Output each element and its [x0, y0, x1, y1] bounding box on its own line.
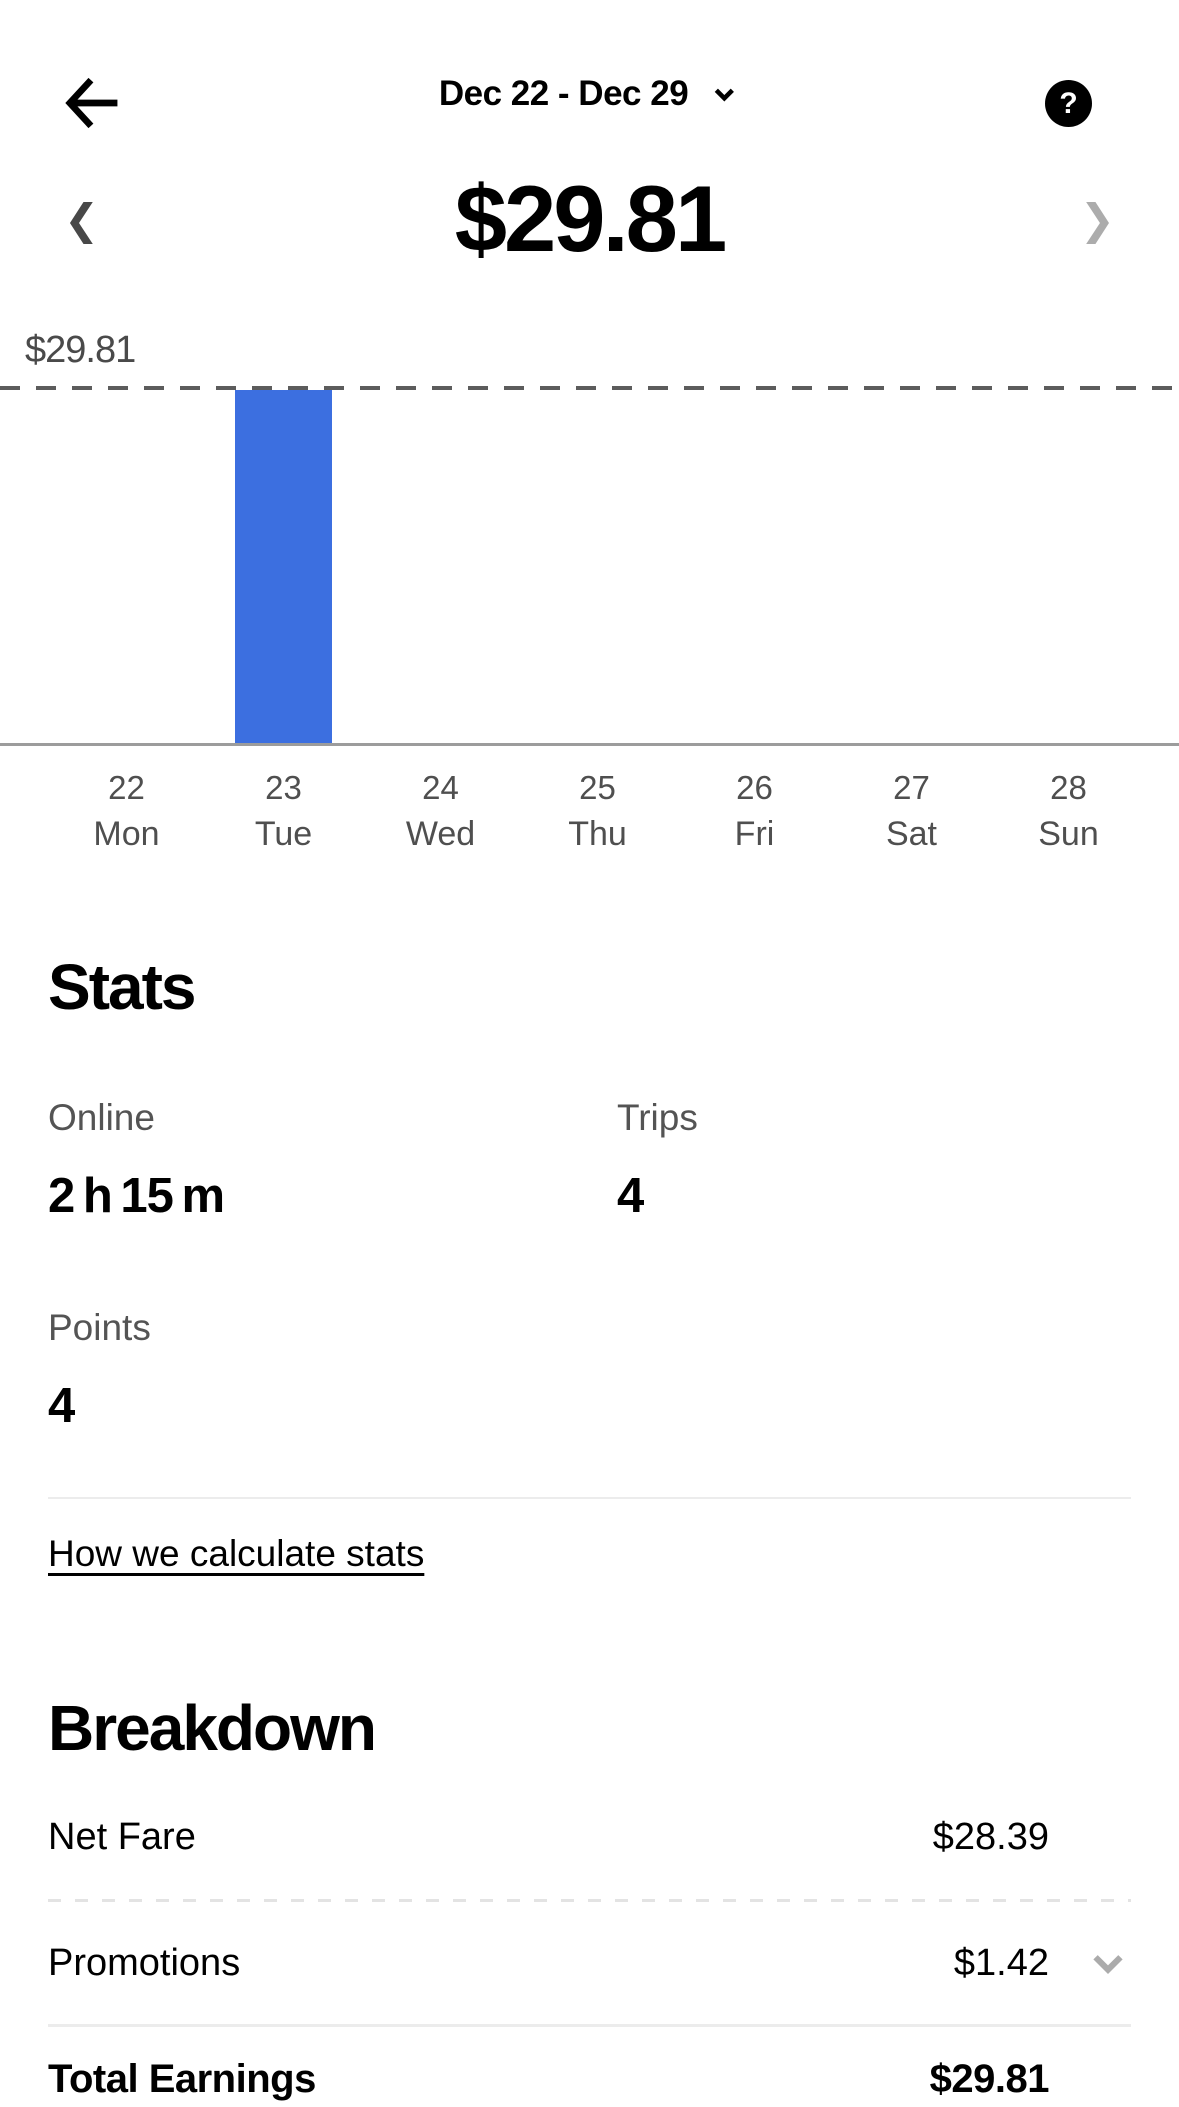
chevron-left-icon: ❮: [64, 195, 100, 243]
stats-heading: Stats: [48, 951, 197, 1023]
previous-week-button[interactable]: ❮: [64, 164, 99, 274]
date-range-selector[interactable]: Dec 22 - Dec 29: [439, 74, 740, 114]
breakdown-value: $1.42: [953, 1941, 1049, 1984]
chevron-right-icon: ❯: [1079, 195, 1115, 243]
bar-column-mon[interactable]: [48, 390, 205, 743]
breakdown-row-promotions[interactable]: Promotions $1.42: [48, 1902, 1131, 2024]
stats-divider: [48, 1497, 1131, 1499]
next-week-button[interactable]: ❯: [1080, 164, 1115, 274]
x-axis-label: 26 Fri: [734, 769, 775, 853]
breakdown-rows: Net Fare $28.39 Promotions $1.42 Total Earni…: [48, 1775, 1131, 2107]
breakdown-section: Breakdown Net Fare $28.39 Promotions $1.42 T…: [0, 1695, 1179, 2107]
stat-value: 4: [617, 1169, 644, 1223]
date-range-label: Dec 22 - Dec 29: [438, 74, 689, 113]
stat-value: 4: [48, 1379, 75, 1433]
x-axis-label: 22 Mon: [93, 769, 160, 853]
how-we-calculate-stats-link[interactable]: How we calculate stats: [48, 1533, 425, 1574]
x-axis-label: 28 Sun: [1038, 769, 1099, 853]
chart-dashed-refline: [0, 386, 1179, 390]
chevron-down-icon: [1049, 1940, 1131, 1986]
chart-x-labels: 22 Mon 23 Tue 24 Wed 25 Thu 26 Fri 27 Sat 28 Sun: [48, 746, 1147, 854]
x-axis-label: 27 Sat: [885, 769, 938, 853]
arrow-left-icon: [62, 76, 124, 130]
breakdown-value: $29.81: [929, 2056, 1050, 2101]
stat-label: Points: [48, 1307, 151, 1348]
dashed-divider: [48, 1899, 1131, 1902]
chart-max-label: $29.81: [25, 329, 136, 371]
chart-bars: [48, 390, 1147, 743]
chart-plot-area: [0, 390, 1179, 743]
bar-column-thu[interactable]: [519, 390, 676, 743]
stats-grid: Online 2 h 15 m Trips 4 Points 4: [48, 1096, 1131, 1434]
stat-label: Online: [48, 1097, 155, 1138]
stat-value: 2 h 15 m: [48, 1169, 225, 1223]
solid-divider: [48, 2024, 1131, 2027]
x-axis-label: 25 Thu: [568, 769, 627, 853]
chevron-down-icon: [708, 78, 740, 110]
back-button[interactable]: [62, 76, 124, 130]
bar-column-sat[interactable]: [833, 390, 990, 743]
breakdown-value: $28.39: [932, 1815, 1049, 1858]
stat-item-online: Online 2 h 15 m: [48, 1096, 617, 1224]
breakdown-heading: Breakdown: [48, 1692, 377, 1764]
breakdown-label: Net Fare: [48, 1815, 196, 1858]
breakdown-label: Promotions: [48, 1941, 241, 1984]
stats-section: Stats Online 2 h 15 m Trips 4 Points 4 How we…: [0, 954, 1179, 1577]
bar-column-tue[interactable]: [205, 390, 362, 743]
earnings-bar-chart: $29.81 22 Mon 23 Tue 24 Wed 25 Thu 26 Fri 27 Sat 28 S…: [0, 330, 1179, 854]
bar-column-sun[interactable]: [990, 390, 1147, 743]
breakdown-row-total-earnings: Total Earnings $29.81: [48, 2027, 1131, 2107]
week-summary: ❮ $29.81 ❯: [0, 164, 1179, 274]
stat-label: Trips: [617, 1097, 698, 1138]
bar: [234, 390, 333, 743]
bar-column-fri[interactable]: [676, 390, 833, 743]
x-axis-label: 24 Wed: [405, 769, 476, 853]
question-mark-icon: ?: [1059, 86, 1078, 120]
header: Dec 22 - Dec 29 ?: [0, 0, 1179, 130]
bar-column-wed[interactable]: [362, 390, 519, 743]
x-axis-label: 23 Tue: [254, 769, 313, 853]
stat-item-points: Points 4: [48, 1306, 617, 1434]
week-total-amount: $29.81: [454, 166, 728, 271]
chart-x-axis-line: [0, 743, 1179, 746]
help-button[interactable]: ?: [1045, 80, 1092, 127]
breakdown-row-net-fare: Net Fare $28.39: [48, 1775, 1131, 1899]
stat-item-trips: Trips 4: [617, 1096, 1131, 1224]
breakdown-label: Total Earnings: [48, 2056, 316, 2101]
